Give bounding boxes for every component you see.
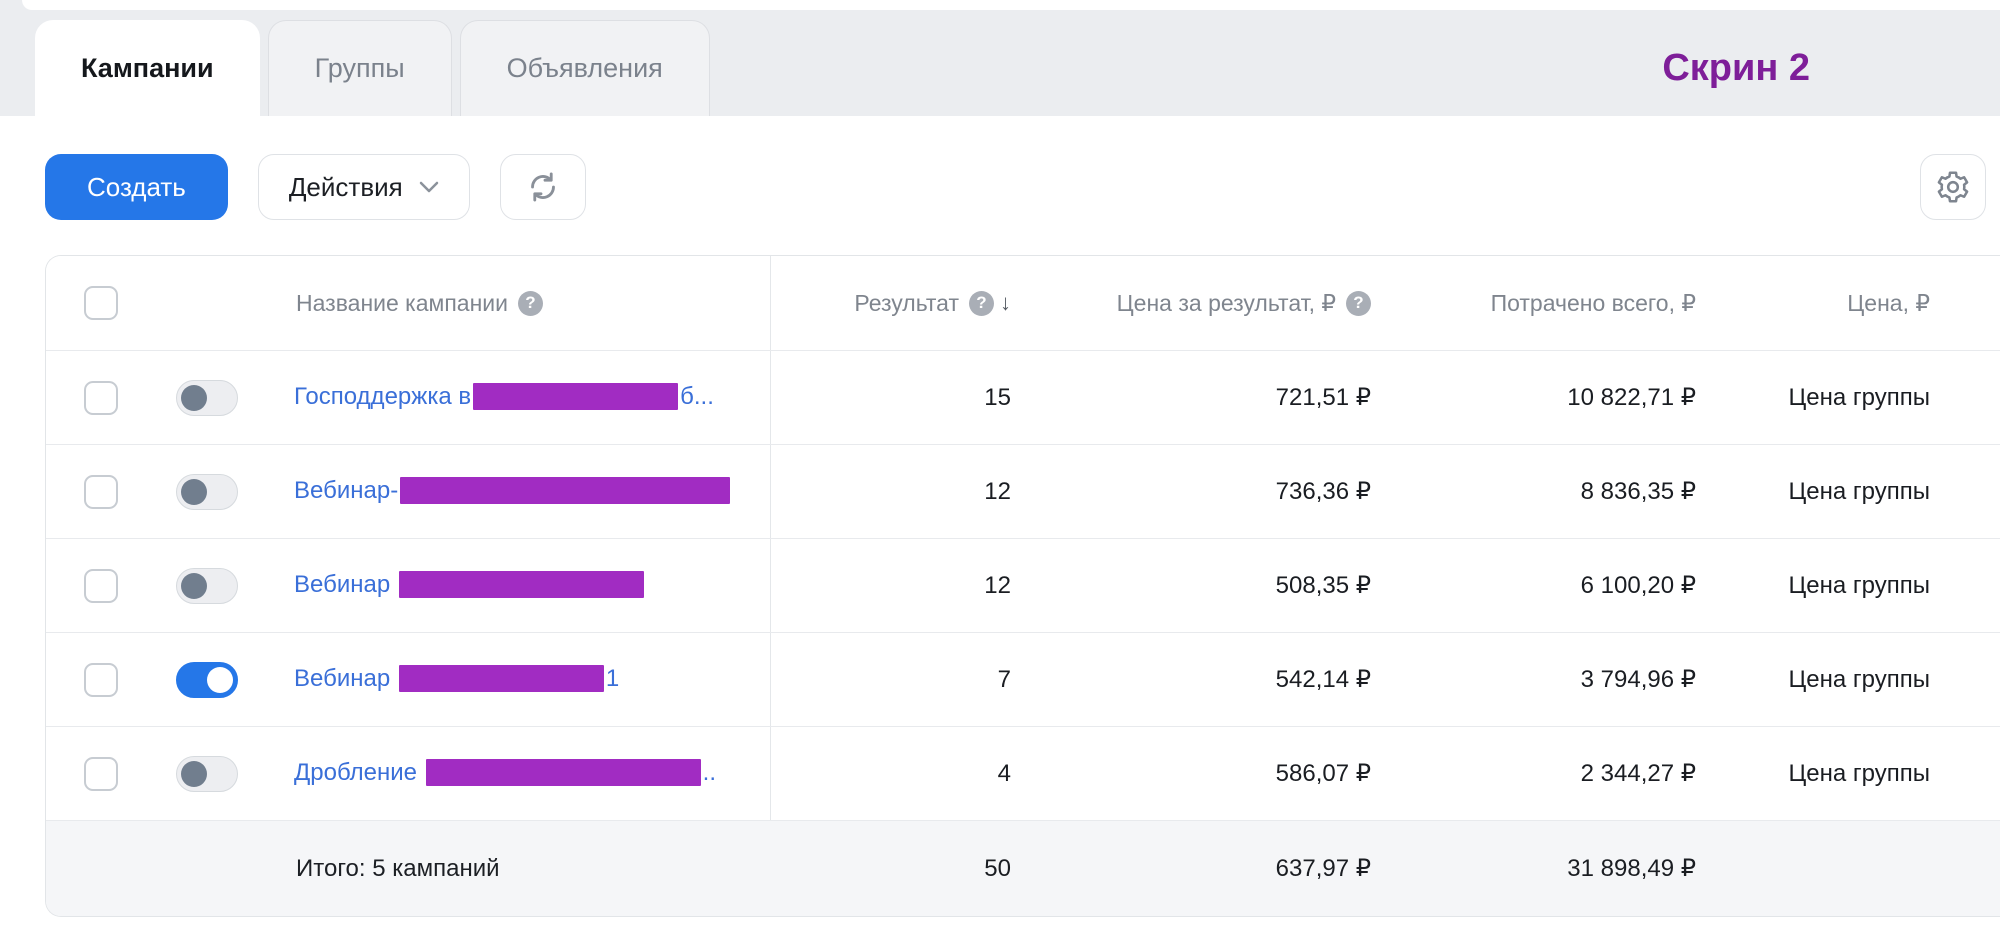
row-checkbox[interactable]: [84, 380, 118, 415]
campaign-name-link[interactable]: Вебинар: [294, 570, 646, 599]
table-row: Дробление .. 4 586,07 ₽ 2 344,27 ₽ Цена …: [46, 727, 2000, 821]
cost-per-result-value: 586,07 ₽: [1275, 760, 1371, 787]
campaign-name-link[interactable]: Вебинар 1: [294, 664, 620, 693]
redaction-bar: [473, 382, 679, 410]
actions-button[interactable]: Действия: [257, 154, 470, 220]
header-price: Цена, ₽: [1847, 289, 1930, 316]
tabs-bar: Кампании Группы Объявления Скрин 2: [35, 20, 2000, 116]
result-value: 12: [984, 571, 1011, 599]
price-type-value: Цена группы: [1788, 477, 1930, 505]
row-checkbox[interactable]: [84, 756, 118, 791]
table-header-row: Название кампании ? Результат ? ↓ Цена з…: [46, 256, 2000, 351]
toggle-knob: [207, 666, 233, 693]
redaction-bar: [398, 570, 644, 598]
result-value: 15: [984, 383, 1011, 411]
settings-button[interactable]: [1920, 154, 1986, 220]
price-type-value: Цена группы: [1788, 571, 1930, 599]
header-cost-per-result-label: Цена за результат, ₽: [1116, 289, 1336, 316]
redaction-bar: [425, 758, 701, 786]
campaign-name-link[interactable]: Господдержка в б...: [294, 382, 714, 411]
cost-per-result-value: 542,14 ₽: [1275, 666, 1371, 693]
cost-per-result-value: 736,36 ₽: [1275, 478, 1371, 505]
refresh-button[interactable]: [499, 154, 586, 220]
help-icon[interactable]: ?: [969, 290, 994, 316]
totals-label: Итого: 5 кампаний: [296, 854, 500, 882]
totals-price: [1726, 821, 2000, 916]
refresh-icon: [526, 170, 560, 204]
campaign-toggle[interactable]: [176, 473, 238, 510]
actions-button-label: Действия: [288, 171, 403, 202]
campaign-toggle[interactable]: [176, 567, 238, 604]
price-type-value: Цена группы: [1788, 383, 1930, 411]
header-spent-total: Потрачено всего, ₽: [1490, 289, 1696, 316]
tab-groups[interactable]: Группы: [267, 20, 452, 116]
table-row: Вебинар 1 7 542,14 ₽ 3 794,96 ₽ Цена гру…: [46, 633, 2000, 727]
table-footer-row: Итого: 5 кампаний 50 637,97 ₽ 31 898,49 …: [46, 821, 2000, 916]
campaign-toggle[interactable]: [176, 755, 238, 792]
totals-cost-per-result: 637,97 ₽: [1275, 855, 1371, 882]
header-cost-per-result: Цена за результат, ₽ ?: [1041, 256, 1401, 350]
content-panel: Создать Действия: [0, 116, 2000, 925]
result-value: 4: [997, 759, 1011, 787]
campaign-name-text: ..: [702, 759, 716, 787]
tab-ads[interactable]: Объявления: [459, 20, 710, 116]
totals-spent: 31 898,49 ₽: [1567, 855, 1696, 882]
toggle-knob: [181, 760, 207, 787]
campaign-toggle[interactable]: [176, 379, 238, 416]
spent-total-value: 10 822,71 ₽: [1567, 384, 1696, 411]
totals-result: 50: [984, 854, 1011, 882]
table-row: Вебинар 12 508,35 ₽ 6 100,20 ₽ Цена груп…: [46, 539, 2000, 633]
toggle-knob: [181, 572, 207, 599]
cost-per-result-value: 508,35 ₽: [1275, 572, 1371, 599]
toolbar: Создать Действия: [45, 154, 586, 220]
campaign-name-text: Дробление: [294, 759, 424, 787]
tab-campaigns-label: Кампании: [81, 52, 214, 83]
tab-groups-label: Группы: [314, 53, 405, 83]
sort-desc-icon[interactable]: ↓: [1000, 290, 1011, 315]
campaign-name-text: Вебинар-: [294, 477, 399, 505]
help-icon[interactable]: ?: [1346, 290, 1371, 316]
header-result[interactable]: Результат ? ↓: [771, 256, 1041, 350]
campaign-name-text: Господдержка в: [294, 383, 472, 411]
spent-total-value: 2 344,27 ₽: [1580, 760, 1696, 787]
toggle-knob: [181, 384, 207, 411]
table-row: Господдержка в б... 15 721,51 ₽ 10 822,71…: [46, 351, 2000, 445]
row-checkbox[interactable]: [84, 662, 118, 697]
campaign-name-text: 1: [605, 665, 620, 693]
campaign-name-text: Вебинар: [294, 665, 397, 693]
row-checkbox[interactable]: [84, 568, 118, 603]
header-result-label: Результат: [854, 289, 959, 316]
toggle-knob: [181, 478, 207, 505]
chevron-down-icon: [419, 180, 439, 194]
tab-campaigns[interactable]: Кампании: [35, 20, 260, 116]
campaign-name-link[interactable]: Дробление ..: [294, 758, 716, 787]
result-value: 7: [997, 665, 1011, 693]
tab-ads-label: Объявления: [506, 53, 663, 83]
select-all-checkbox[interactable]: [84, 286, 118, 320]
price-type-value: Цена группы: [1788, 665, 1930, 693]
result-value: 12: [984, 477, 1011, 505]
row-checkbox[interactable]: [84, 474, 118, 509]
table-row: Вебинар- 12 736,36 ₽ 8 836,35 ₽ Цена гру…: [46, 445, 2000, 539]
campaign-toggle[interactable]: [176, 661, 238, 698]
screen-annotation: Скрин 2: [1662, 46, 1810, 89]
create-button[interactable]: Создать: [45, 154, 228, 220]
campaign-name-text: Вебинар: [294, 571, 397, 599]
cost-per-result-value: 721,51 ₽: [1275, 384, 1371, 411]
redaction-bar: [400, 476, 731, 504]
redaction-bar: [398, 664, 604, 692]
campaigns-table: Название кампании ? Результат ? ↓ Цена з…: [45, 255, 2000, 917]
spent-total-value: 8 836,35 ₽: [1580, 478, 1696, 505]
price-type-value: Цена группы: [1788, 759, 1930, 787]
top-panel-edge: [22, 0, 2000, 10]
gear-icon: [1935, 169, 1971, 205]
campaign-name-link[interactable]: Вебинар-: [294, 476, 732, 505]
spent-total-value: 3 794,96 ₽: [1580, 666, 1696, 693]
campaign-name-text: б...: [680, 383, 714, 411]
header-name-label: Название кампании: [296, 289, 508, 316]
help-icon[interactable]: ?: [518, 290, 543, 316]
spent-total-value: 6 100,20 ₽: [1580, 572, 1696, 599]
